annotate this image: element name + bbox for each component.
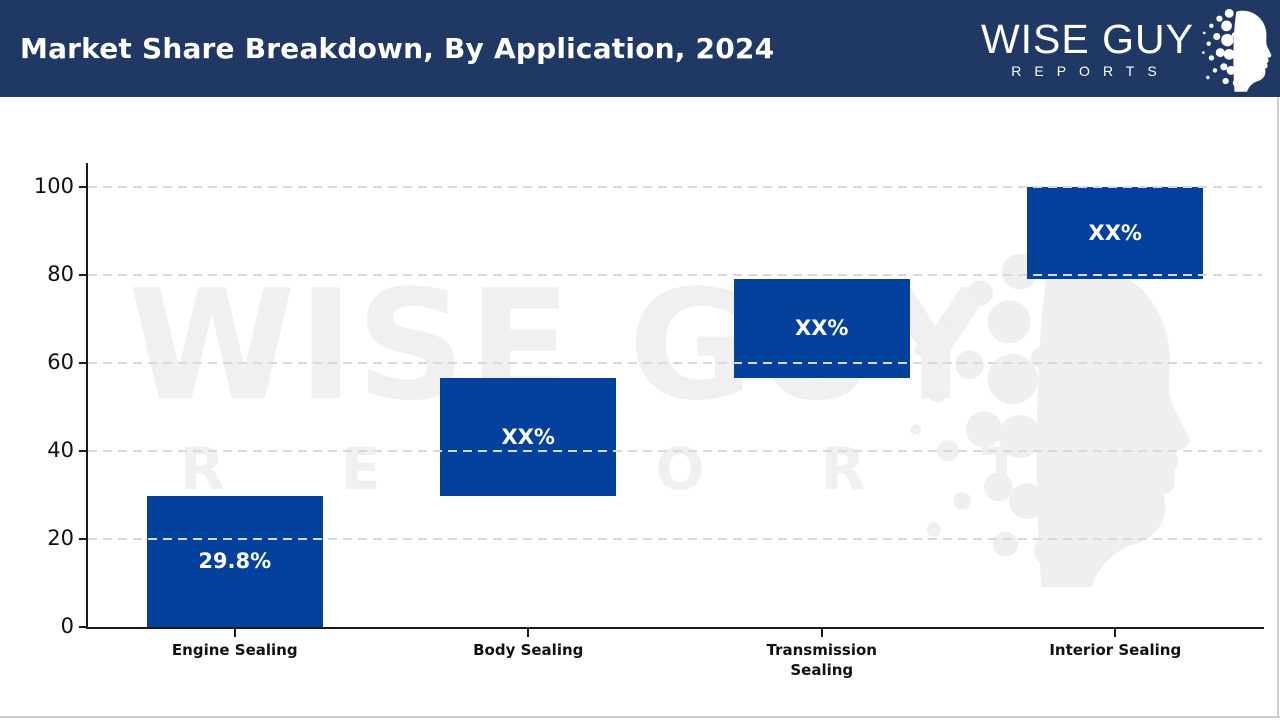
gridline-80 — [88, 274, 1262, 276]
gridline-20 — [88, 538, 1262, 540]
logo-text: WISE GUY REPORTS — [980, 16, 1194, 79]
wiseguy-head-icon — [1202, 8, 1272, 92]
gridline-60 — [88, 362, 1262, 364]
y-tick-60 — [79, 362, 88, 364]
y-tick-20 — [79, 538, 88, 540]
y-tick-0 — [79, 626, 88, 628]
bar-value-label: 29.8% — [198, 549, 272, 574]
x-category-label: Engine Sealing — [171, 641, 298, 659]
bottom-divider — [0, 716, 1280, 718]
y-tick-80 — [79, 274, 88, 276]
gridline-40 — [88, 450, 1262, 452]
x-tick-3 — [1114, 629, 1117, 637]
bar-value-label: XX% — [795, 316, 849, 341]
x-tick-1 — [527, 629, 530, 637]
chart-area: WISE GUY R E P O R T S 0 20 40 60 80 100 29.8%… — [0, 97, 1280, 720]
bar-value-label: XX% — [501, 425, 555, 450]
gridline-100 — [88, 186, 1262, 188]
x-category-label: Transmission Sealing — [766, 641, 877, 680]
bar-value-label: XX% — [1088, 220, 1142, 245]
header: Market Share Breakdown, By Application, … — [0, 0, 1280, 97]
y-tick-label-0: 0 — [60, 614, 74, 638]
x-category-label: Interior Sealing — [1049, 641, 1182, 659]
page-title: Market Share Breakdown, By Application, … — [20, 32, 775, 65]
x-tick-2 — [820, 629, 823, 637]
wiseguy-logo: WISE GUY REPORTS — [981, 0, 1272, 97]
bar-engine-sealing: 29.8% — [146, 495, 323, 627]
x-tick-0 — [233, 629, 236, 637]
x-axis-line — [86, 627, 1264, 629]
y-tick-label-60: 60 — [47, 350, 74, 374]
logo-wordmark: WISE GUY — [980, 16, 1194, 62]
bar-body-sealing: XX% — [440, 378, 617, 496]
logo-subtext: REPORTS — [1011, 63, 1170, 79]
y-tick-40 — [79, 450, 88, 452]
y-tick-label-100: 100 — [33, 174, 74, 198]
y-tick-100 — [79, 186, 88, 188]
bar-transmission-sealing: XX% — [733, 278, 910, 379]
y-tick-label-20: 20 — [47, 526, 74, 550]
bar-interior-sealing: XX% — [1027, 187, 1204, 279]
right-divider — [1277, 97, 1279, 717]
x-category-label: Body Sealing — [473, 641, 584, 659]
y-axis-line — [86, 163, 88, 629]
y-tick-label-40: 40 — [47, 438, 74, 462]
waterfall-chart: 0 20 40 60 80 100 29.8% Engine Sealing XX% Body S… — [0, 97, 1280, 720]
y-tick-label-80: 80 — [47, 262, 74, 286]
